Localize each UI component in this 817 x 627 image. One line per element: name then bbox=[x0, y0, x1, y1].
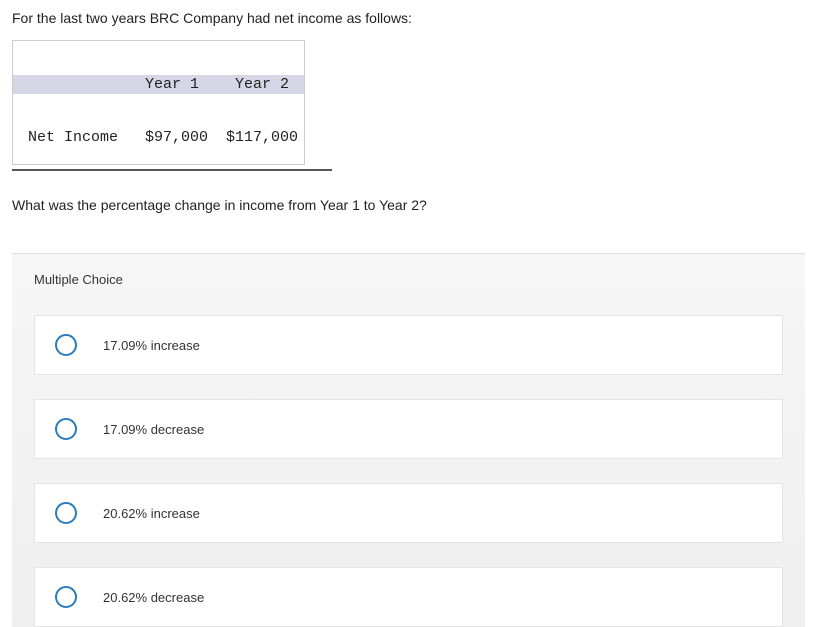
radio-icon[interactable] bbox=[55, 586, 77, 608]
choice-option[interactable]: 17.09% decrease bbox=[34, 399, 783, 459]
table-body-row: Net Income $97,000 $117,000 bbox=[13, 128, 304, 147]
choice-option[interactable]: 20.62% decrease bbox=[34, 567, 783, 627]
choice-option[interactable]: 20.62% increase bbox=[34, 483, 783, 543]
radio-icon[interactable] bbox=[55, 502, 77, 524]
table-header-row: Year 1 Year 2 bbox=[13, 75, 304, 94]
choice-label: 17.09% decrease bbox=[103, 422, 204, 437]
multiple-choice-heading: Multiple Choice bbox=[34, 272, 783, 287]
table-divider bbox=[12, 169, 332, 171]
radio-icon[interactable] bbox=[55, 334, 77, 356]
income-table: Year 1 Year 2 Net Income $97,000 $117,00… bbox=[12, 40, 305, 165]
multiple-choice-section: Multiple Choice 17.09% increase 17.09% d… bbox=[12, 253, 805, 627]
question-prompt: What was the percentage change in income… bbox=[12, 197, 805, 213]
choice-label: 20.62% decrease bbox=[103, 590, 204, 605]
radio-icon[interactable] bbox=[55, 418, 77, 440]
choice-label: 20.62% increase bbox=[103, 506, 200, 521]
choice-option[interactable]: 17.09% increase bbox=[34, 315, 783, 375]
choice-label: 17.09% increase bbox=[103, 338, 200, 353]
question-intro: For the last two years BRC Company had n… bbox=[12, 10, 805, 26]
